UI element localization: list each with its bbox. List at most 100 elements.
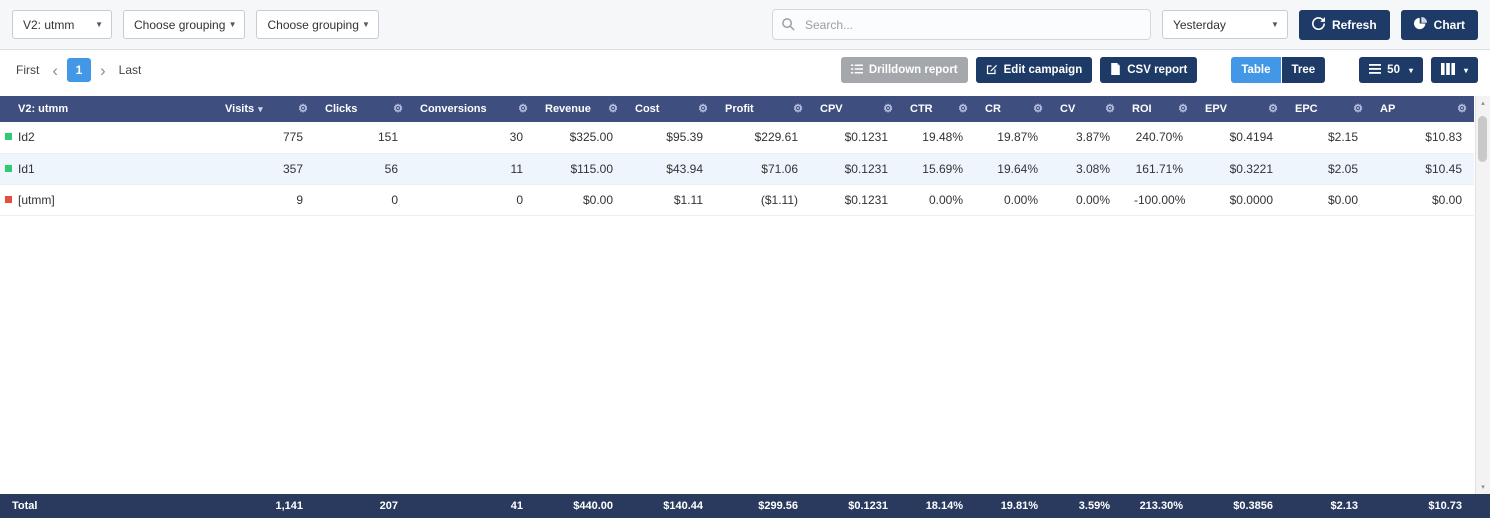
chart-button[interactable]: Chart (1400, 9, 1478, 40)
grouping-select-1[interactable]: Choose grouping ▼ (123, 10, 246, 39)
chevron-right-icon[interactable]: › (100, 60, 106, 80)
gear-icon[interactable]: ⚙ (1268, 102, 1278, 115)
rows-per-page-button[interactable]: 50 ▾ (1359, 57, 1423, 83)
campaign-select[interactable]: V2: utmm ▼ (12, 10, 112, 39)
gear-icon[interactable]: ⚙ (1105, 102, 1115, 115)
cell-ap: $10.83 (1370, 122, 1474, 154)
column-label: ROI (1132, 103, 1152, 115)
row-name: Id2 (18, 130, 35, 145)
table-row[interactable]: Id1 357 56 11 $115.00 $43.94 $71.06 $0.1… (0, 153, 1474, 185)
column-label: CR (985, 103, 1001, 115)
gear-icon[interactable]: ⚙ (1353, 102, 1363, 115)
total-cpv: $0.1231 (848, 500, 888, 512)
drilldown-report-button[interactable]: Drilldown report (840, 57, 968, 83)
cell-cv: 3.08% (1050, 153, 1122, 185)
cell-visits: 9 (215, 184, 315, 216)
tree-view-button[interactable]: Tree (1281, 57, 1326, 83)
column-header-epv[interactable]: EPV ⚙ (1195, 96, 1285, 122)
refresh-button[interactable]: Refresh (1298, 9, 1390, 40)
column-header-epc[interactable]: EPC ⚙ (1285, 96, 1370, 122)
pagination-last[interactable]: Last (118, 63, 142, 77)
gear-icon[interactable]: ⚙ (1457, 102, 1467, 115)
column-header-conversions[interactable]: Conversions ⚙ (410, 96, 535, 122)
gear-icon[interactable]: ⚙ (393, 102, 403, 115)
vertical-scrollbar[interactable]: ▴ ▾ (1475, 96, 1490, 494)
total-cv: 3.59% (1078, 500, 1110, 512)
gear-icon[interactable]: ⚙ (518, 102, 528, 115)
rows-per-page-value: 50 (1387, 64, 1400, 76)
status-indicator-green (5, 164, 12, 172)
column-label: CV (1060, 103, 1076, 115)
pagination-first[interactable]: First (16, 63, 40, 77)
total-conversions: 41 (510, 500, 523, 512)
table-view-button[interactable]: Table (1231, 57, 1281, 83)
csv-report-label: CSV report (1127, 64, 1188, 76)
gear-icon[interactable]: ⚙ (1033, 102, 1043, 115)
gear-icon[interactable]: ⚙ (298, 102, 308, 115)
total-ctr: 18.14% (925, 500, 963, 512)
gear-icon[interactable]: ⚙ (608, 102, 618, 115)
column-header-visits[interactable]: Visits ▾ ⚙ (215, 96, 315, 122)
status-indicator-red (5, 195, 12, 203)
column-header-cv[interactable]: CV ⚙ (1050, 96, 1122, 122)
column-label: Revenue (545, 103, 591, 115)
csv-report-button[interactable]: CSV report (1100, 57, 1198, 83)
column-header-name[interactable]: V2: utmm (0, 96, 215, 122)
gear-icon[interactable]: ⚙ (883, 102, 893, 115)
cell-cv: 3.87% (1050, 122, 1122, 154)
list-icon (850, 63, 863, 78)
search-input[interactable] (771, 9, 1151, 40)
cell-cpv: $0.1231 (810, 153, 900, 185)
date-range-select[interactable]: Yesterday ▼ (1161, 10, 1288, 39)
column-label: Clicks (325, 103, 358, 115)
cell-conversions: 11 (410, 153, 535, 185)
pagination-page-1[interactable]: 1 (67, 58, 91, 82)
edit-campaign-button[interactable]: Edit campaign (975, 57, 1093, 83)
column-header-ctr[interactable]: CTR ⚙ (900, 96, 975, 122)
cell-ap: $10.45 (1370, 153, 1474, 185)
chevron-down-icon: ▼ (95, 20, 103, 29)
campaign-select-value: V2: utmm (23, 17, 75, 32)
scrollbar-thumb[interactable] (1478, 116, 1487, 162)
table-row[interactable]: [utmm] 9 0 0 $0.00 $1.11 ($1.11) $0.1231… (0, 184, 1474, 216)
column-header-cpv[interactable]: CPV ⚙ (810, 96, 900, 122)
refresh-label: Refresh (1331, 17, 1377, 32)
cell-profit: $229.61 (715, 122, 810, 154)
cell-cr: 19.87% (975, 122, 1050, 154)
cell-ctr: 19.48% (900, 122, 975, 154)
column-header-ap[interactable]: AP ⚙ (1370, 96, 1474, 122)
csv-file-icon (1110, 62, 1121, 78)
scroll-up-icon[interactable]: ▴ (1481, 100, 1485, 107)
column-header-roi[interactable]: ROI ⚙ (1122, 96, 1195, 122)
gear-icon[interactable]: ⚙ (793, 102, 803, 115)
top-toolbar: V2: utmm ▼ Choose grouping ▼ Choose grou… (0, 0, 1490, 50)
total-cost: $140.44 (663, 500, 703, 512)
grouping-select-2[interactable]: Choose grouping ▼ (256, 10, 379, 39)
gear-icon[interactable]: ⚙ (698, 102, 708, 115)
gear-icon[interactable]: ⚙ (958, 102, 968, 115)
cell-roi: -100.00% (1122, 184, 1195, 216)
cell-roi: 161.71% (1122, 153, 1195, 185)
table-row[interactable]: Id2 775 151 30 $325.00 $95.39 $229.61 $0… (0, 122, 1474, 154)
report-table: V2: utmm Visits ▾ ⚙ Clicks ⚙ Conversions ⚙ R… (0, 96, 1474, 216)
gear-icon[interactable]: ⚙ (1178, 102, 1188, 115)
report-table-area: V2: utmm Visits ▾ ⚙ Clicks ⚙ Conversions ⚙ R… (0, 90, 1490, 494)
chevron-left-icon[interactable]: ‹ (52, 60, 58, 80)
cell-epc: $2.15 (1285, 122, 1370, 154)
column-header-revenue[interactable]: Revenue ⚙ (535, 96, 625, 122)
total-epv: $0.3856 (1233, 500, 1273, 512)
column-header-cr[interactable]: CR ⚙ (975, 96, 1050, 122)
total-cr: 19.81% (1000, 500, 1038, 512)
total-profit: $299.56 (758, 500, 798, 512)
columns-button[interactable]: ▾ (1430, 57, 1478, 83)
controls-row: First ‹ 1 › Last Drilldown report Edit c… (0, 50, 1490, 90)
column-header-cost[interactable]: Cost ⚙ (625, 96, 715, 122)
column-header-profit[interactable]: Profit ⚙ (715, 96, 810, 122)
scroll-down-icon[interactable]: ▾ (1481, 484, 1485, 491)
column-header-clicks[interactable]: Clicks ⚙ (315, 96, 410, 122)
cell-ap: $0.00 (1370, 184, 1474, 216)
chevron-down-icon: ▼ (1271, 20, 1279, 29)
cell-cr: 0.00% (975, 184, 1050, 216)
cell-clicks: 151 (315, 122, 410, 154)
cell-cpv: $0.1231 (810, 184, 900, 216)
